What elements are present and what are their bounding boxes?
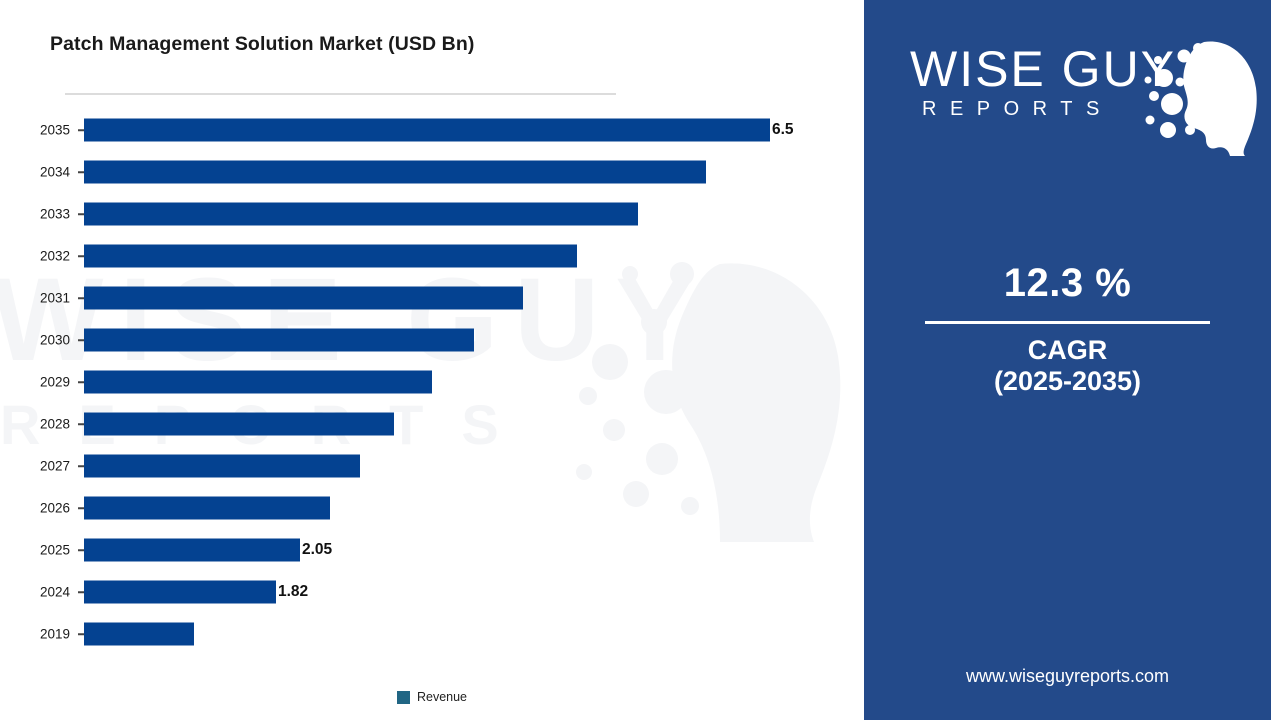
y-axis-tick-mark (78, 465, 84, 467)
bar-row: 2019 (0, 614, 864, 654)
bar-row: 2034 (0, 152, 864, 192)
y-axis-tick-mark (78, 423, 84, 425)
y-axis-tick-label: 2026 (39, 500, 70, 516)
y-axis-tick-mark (78, 381, 84, 383)
cagr-value: 12.3 % (1003, 261, 1132, 305)
y-axis-tick-mark (78, 297, 84, 299)
bar (84, 538, 300, 562)
bar-row: 2030 (0, 320, 864, 360)
cagr-caption: CAGR (2025-2035) (864, 335, 1271, 397)
brand-panel: WISE GUY REPORTS 12.3 % CAGR (864, 0, 1271, 720)
y-axis-tick-label: 2028 (39, 416, 70, 432)
bar-row: 2029 (0, 362, 864, 402)
legend-swatch-revenue (396, 690, 410, 704)
bar-row: 2024 1.82 (0, 572, 864, 612)
bar-value-label: 1.82 (278, 583, 309, 600)
y-axis-tick-label: 2030 (39, 332, 70, 348)
bar-value-label: 2.05 (302, 541, 333, 558)
y-axis-tick-mark (78, 213, 84, 215)
y-axis-tick-label: 2035 (39, 122, 70, 138)
bar (84, 328, 474, 352)
wiseguy-logo: WISE GUY REPORTS (864, 34, 1271, 156)
y-axis-tick-label: 2031 (39, 290, 70, 306)
bar-row: 2031 (0, 278, 864, 318)
bar (84, 454, 360, 478)
title-divider (65, 93, 616, 95)
bar-row: 2033 (0, 194, 864, 234)
website-url: www.wiseguyreports.com (965, 666, 1170, 686)
bar-row: 2035 6.5 (0, 110, 864, 150)
bar-row: 2028 (0, 404, 864, 444)
bar-row: 2027 (0, 446, 864, 486)
cagr-caption-period: (2025-2035) (993, 366, 1142, 396)
y-axis-tick-label: 2024 (39, 584, 70, 600)
chart-title: Patch Management Solution Market (USD Bn… (50, 33, 475, 55)
y-axis-tick-mark (78, 129, 84, 131)
y-axis-tick-label: 2032 (39, 248, 70, 264)
bar (84, 202, 638, 226)
y-axis-tick-mark (78, 591, 84, 593)
y-axis-tick-label: 2025 (39, 542, 70, 558)
y-axis-tick-mark (78, 507, 84, 509)
bar (84, 412, 394, 436)
y-axis-tick-mark (78, 549, 84, 551)
bar-value-label: 6.5 (772, 121, 794, 138)
y-axis-tick-label: 2029 (39, 374, 70, 390)
cagr-block: 12.3 % CAGR (2025-2035) (864, 258, 1271, 397)
y-axis-tick-mark (78, 633, 84, 635)
bar-chart-plot: 2035 6.5 2034 2033 2032 2031 2030 2029 2028 2027 2… (0, 110, 864, 654)
legend-label-revenue: Revenue (416, 690, 468, 704)
y-axis-tick-mark (78, 339, 84, 341)
y-axis-tick-label: 2034 (39, 164, 70, 180)
logo-head-icon (1144, 41, 1257, 156)
bar-row: 2025 2.05 (0, 530, 864, 570)
chart-legend: Revenue (0, 690, 864, 704)
bar (84, 118, 770, 142)
logo-line-wise-guy: WISE GUY (910, 41, 1177, 97)
cagr-caption-label: CAGR (1027, 335, 1108, 365)
bar (84, 160, 706, 184)
y-axis-tick-mark (78, 255, 84, 257)
bar (84, 370, 432, 394)
bar-row: 2026 (0, 488, 864, 528)
y-axis-tick-label: 2019 (39, 626, 70, 642)
bar (84, 244, 577, 268)
logo-wordmark: WISE GUY REPORTS (910, 42, 1180, 122)
bar (84, 622, 194, 646)
cagr-divider (925, 321, 1210, 324)
y-axis-tick-label: 2027 (39, 458, 70, 474)
y-axis-tick-label: 2033 (39, 206, 70, 222)
bar (84, 496, 330, 520)
y-axis-tick-mark (78, 171, 84, 173)
logo-line-reports: REPORTS (922, 98, 1113, 120)
bar (84, 286, 523, 310)
chart-panel: WISE GUY REPORTS Patch Management Soluti… (0, 33, 864, 704)
bar (84, 580, 276, 604)
bar-row: 2032 (0, 236, 864, 276)
